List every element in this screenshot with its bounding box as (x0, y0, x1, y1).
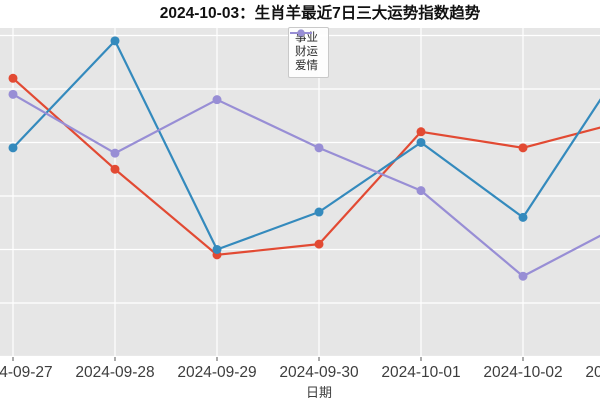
legend-item-love: 爱情 (290, 29, 318, 73)
data-point (8, 89, 18, 99)
data-point (416, 186, 426, 196)
plot-background (0, 28, 600, 357)
legend-label: 爱情 (295, 60, 318, 72)
x-tick-label: 2024-09-27 (0, 364, 53, 381)
data-point (314, 207, 324, 217)
data-point (212, 244, 222, 254)
chart-title: 2024-10-03：生肖羊最近7日三大运势指数趋势 (159, 5, 481, 22)
data-point (518, 271, 528, 281)
data-point (110, 148, 120, 158)
data-point (110, 36, 120, 46)
x-tick-label: 2024-09-30 (279, 364, 359, 381)
data-point (8, 73, 18, 83)
x-tick-label: 2024-10-03 (585, 364, 600, 381)
data-point (110, 164, 120, 174)
x-tick-label: 2024-09-28 (75, 364, 154, 381)
legend-item-wealth: 财运 (290, 29, 318, 59)
legend: 事业 财运 爱情 (288, 27, 329, 78)
data-point (8, 143, 18, 153)
data-point (314, 143, 324, 153)
data-point (518, 212, 528, 222)
data-point (212, 95, 222, 105)
x-axis-label: 日期 (306, 385, 332, 400)
data-point (314, 239, 324, 249)
legend-label: 财运 (295, 46, 318, 58)
data-point (518, 143, 528, 153)
x-tick-label: 2024-10-01 (381, 364, 460, 381)
data-point (416, 127, 426, 137)
x-tick-label: 2024-09-29 (177, 364, 256, 381)
x-tick-label: 2024-10-02 (483, 364, 562, 381)
data-point (416, 137, 426, 147)
legend-line-marker-icon (290, 29, 312, 37)
